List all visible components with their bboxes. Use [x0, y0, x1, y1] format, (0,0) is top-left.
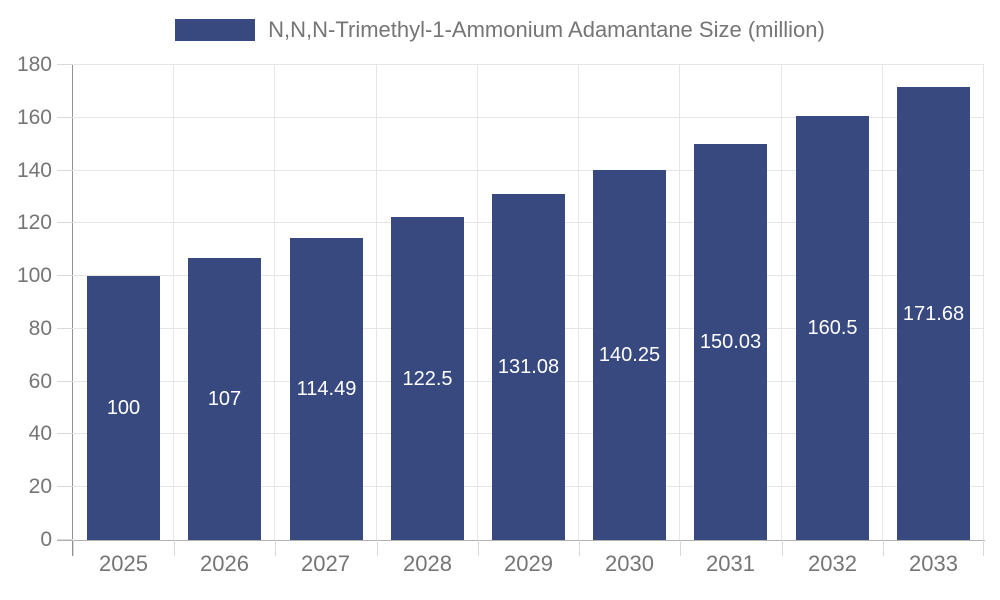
x-axis-tick-label: 2032: [808, 551, 857, 576]
y-axis-tick: [57, 539, 73, 540]
legend-item[interactable]: N,N,N-Trimethyl-1-Ammonium Adamantane Si…: [0, 15, 1000, 45]
y-axis-line: [72, 65, 73, 556]
bar-value-label: 131.08: [497, 356, 560, 378]
y-axis-tick-label: 120: [16, 211, 52, 235]
v-gridline: [477, 65, 478, 540]
y-axis-tick-label: 0: [40, 528, 52, 551]
y-axis-tick-label: 80: [28, 316, 52, 340]
bar[interactable]: 160.5: [796, 116, 869, 540]
v-gridline: [679, 65, 680, 540]
legend-label: N,N,N-Trimethyl-1-Ammonium Adamantane Si…: [268, 17, 825, 42]
y-axis-tick-label: 160: [16, 105, 52, 129]
h-gridline: [73, 64, 984, 65]
y-axis-tick: [57, 169, 73, 171]
x-axis-tick: [275, 540, 276, 556]
bar-value-label: 171.68: [902, 303, 965, 325]
bar[interactable]: 171.68: [897, 87, 970, 540]
bar[interactable]: 140.25: [593, 170, 666, 540]
bar-value-label: 140.25: [598, 344, 661, 366]
x-axis-tick: [579, 540, 580, 556]
x-axis-line: [57, 540, 985, 541]
y-axis-tick-label: 60: [28, 369, 52, 393]
bar[interactable]: 150.03: [694, 144, 767, 540]
y-axis-tick-label: 140: [16, 158, 52, 182]
v-gridline: [578, 65, 579, 540]
x-axis-tick: [680, 540, 681, 556]
bar-value-label: 150.03: [699, 331, 762, 353]
bar-value-label: 160.5: [807, 317, 858, 339]
bar-value-label: 100: [106, 397, 141, 419]
v-gridline: [983, 65, 984, 540]
x-axis-tick: [174, 540, 175, 556]
x-axis-tick-label: 2031: [706, 551, 755, 576]
v-gridline: [781, 65, 782, 540]
v-gridline: [274, 65, 275, 540]
y-axis-tick: [57, 116, 73, 118]
bar-value-label: 107: [207, 388, 242, 410]
bar[interactable]: 122.5: [391, 217, 464, 540]
legend-swatch: [175, 19, 256, 41]
x-axis-tick: [782, 540, 783, 556]
y-axis-tick: [57, 433, 73, 435]
x-axis-tick-label: 2026: [200, 551, 249, 576]
y-axis-tick-label: 20: [28, 475, 52, 499]
x-axis-tick: [377, 540, 378, 556]
h-gridline: [73, 169, 984, 171]
bar[interactable]: 114.49: [290, 238, 363, 540]
x-axis-tick-label: 2030: [605, 551, 654, 576]
v-gridline: [376, 65, 377, 540]
x-axis-tick: [983, 540, 984, 556]
v-gridline: [173, 65, 174, 540]
y-axis-tick: [57, 486, 73, 488]
y-axis-tick: [57, 275, 73, 277]
x-axis-tick-label: 2028: [403, 551, 452, 576]
y-axis-tick-label: 100: [16, 264, 52, 288]
x-axis-tick: [478, 540, 479, 556]
y-axis-tick-label: 180: [16, 53, 52, 76]
x-axis-tick: [73, 540, 74, 556]
bar[interactable]: 131.08: [492, 194, 565, 540]
v-gridline: [882, 65, 883, 540]
y-axis-tick: [57, 64, 73, 65]
x-axis-tick-label: 2033: [909, 551, 958, 576]
bar[interactable]: 100: [87, 276, 160, 540]
x-axis-tick-label: 2027: [301, 551, 350, 576]
y-axis-tick: [57, 327, 73, 329]
x-axis-tick-label: 2025: [99, 551, 148, 576]
h-gridline: [73, 116, 984, 118]
bar-value-label: 114.49: [296, 378, 357, 400]
y-axis-tick: [57, 380, 73, 382]
bar-value-label: 122.5: [402, 368, 453, 390]
y-axis-tick: [57, 222, 73, 224]
x-axis-tick-label: 2029: [504, 551, 553, 576]
plot-area: 0 20 40 60 80 100 120 140 160 180 100 2025 107 2026 11…: [17, 54, 985, 576]
y-axis-tick-label: 40: [28, 422, 52, 446]
x-axis-tick: [883, 540, 884, 556]
bar[interactable]: 107: [188, 258, 261, 540]
